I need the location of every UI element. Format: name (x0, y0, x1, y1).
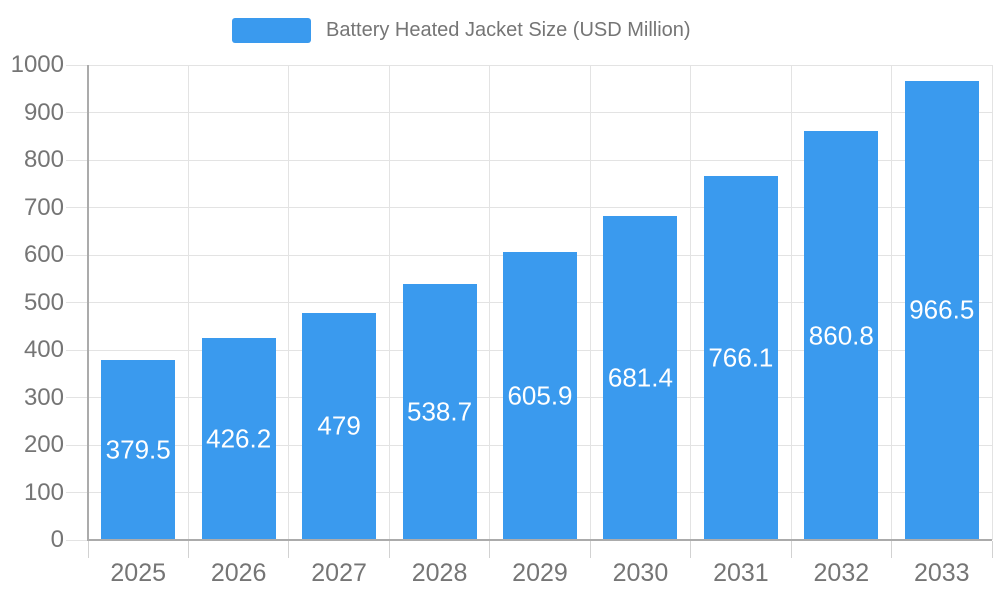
y-axis-line (87, 65, 89, 541)
gridline-1000 (66, 64, 992, 66)
bar-2031[interactable]: 766.1 (703, 176, 778, 540)
category-gridline-9 (991, 65, 993, 540)
y-tick-label-400: 400 (23, 336, 64, 363)
y-tick-label-900: 900 (23, 98, 64, 126)
x-tick-label-2030: 2030 (612, 559, 669, 587)
bar-2033[interactable]: 966.5 (904, 80, 979, 540)
legend-swatch-icon (232, 18, 311, 43)
bar-value-label-2028: 538.7 (407, 396, 473, 427)
x-axis-tick-8 (891, 541, 893, 558)
x-tick-label-2026: 2026 (210, 559, 267, 587)
bar-2027[interactable]: 479 (302, 312, 377, 540)
x-axis-tick-2 (288, 541, 290, 558)
x-tick-label-2033: 2033 (913, 559, 970, 587)
x-tick-label-2029: 2029 (512, 559, 568, 587)
x-axis-tick-9 (991, 541, 993, 558)
x-tick-label-2031: 2031 (713, 559, 769, 587)
y-tick-label-200: 200 (23, 431, 64, 458)
y-tick-label-1000: 1000 (10, 51, 64, 78)
gridline-900 (66, 112, 992, 113)
category-gridline-5 (589, 65, 591, 540)
y-tick-label-800: 800 (23, 146, 64, 173)
bar-2032[interactable]: 860.8 (804, 131, 879, 540)
bar-value-label-2032: 860.8 (808, 320, 874, 351)
bar-value-label-2027: 479 (317, 410, 361, 441)
legend-label: Battery Heated Jacket Size (USD Million) (326, 19, 691, 41)
y-tick-label-300: 300 (23, 383, 64, 411)
y-tick-label-500: 500 (23, 288, 64, 316)
bar-2029[interactable]: 605.9 (503, 252, 577, 540)
category-gridline-6 (690, 65, 692, 540)
x-tick-label-2032: 2032 (813, 559, 870, 587)
y-tick-label-0: 0 (50, 526, 64, 553)
y-tick-label-100: 100 (23, 478, 64, 506)
category-gridline-7 (790, 65, 792, 540)
x-axis-line (88, 539, 992, 541)
x-axis-tick-7 (790, 541, 792, 558)
bar-2030[interactable]: 681.4 (603, 216, 678, 540)
category-gridline-4 (489, 65, 491, 540)
bar-value-label-2025: 379.5 (105, 434, 171, 465)
legend[interactable]: Battery Heated Jacket Size (USD Million) (232, 18, 691, 43)
y-tick-label-700: 700 (23, 193, 64, 221)
plot-area: 0 100 200 300 400 500 600 700 800 900 1000 379.5 202… (11, 53, 993, 587)
x-tick-label-2025: 2025 (110, 559, 167, 587)
x-axis-tick-0 (87, 541, 89, 558)
bar-2028[interactable]: 538.7 (402, 284, 477, 540)
x-tick-label-2027: 2027 (311, 559, 367, 587)
category-gridline-3 (388, 65, 390, 540)
x-axis-tick-4 (489, 541, 491, 558)
x-tick-label-2028: 2028 (411, 559, 468, 587)
bar-2026[interactable]: 426.2 (201, 337, 276, 540)
bar-value-label-2031: 766.1 (708, 342, 774, 373)
x-axis-tick-5 (589, 541, 591, 558)
bar-value-label-2029: 605.9 (507, 380, 573, 411)
bar-2025[interactable]: 379.5 (101, 359, 176, 540)
gridline-800 (66, 159, 992, 161)
x-axis-tick-6 (690, 541, 692, 558)
gridline-700 (66, 207, 992, 208)
bar-value-label-2033: 966.5 (909, 294, 975, 325)
y-tick-label-600: 600 (23, 241, 64, 268)
category-gridline-2 (288, 65, 290, 540)
bar-value-label-2026: 426.2 (206, 423, 272, 454)
category-gridline-1 (187, 65, 189, 540)
bar-value-label-2030: 681.4 (607, 362, 673, 393)
x-axis-tick-1 (187, 541, 189, 558)
category-gridline-8 (891, 65, 893, 540)
x-axis-tick-3 (388, 541, 390, 558)
